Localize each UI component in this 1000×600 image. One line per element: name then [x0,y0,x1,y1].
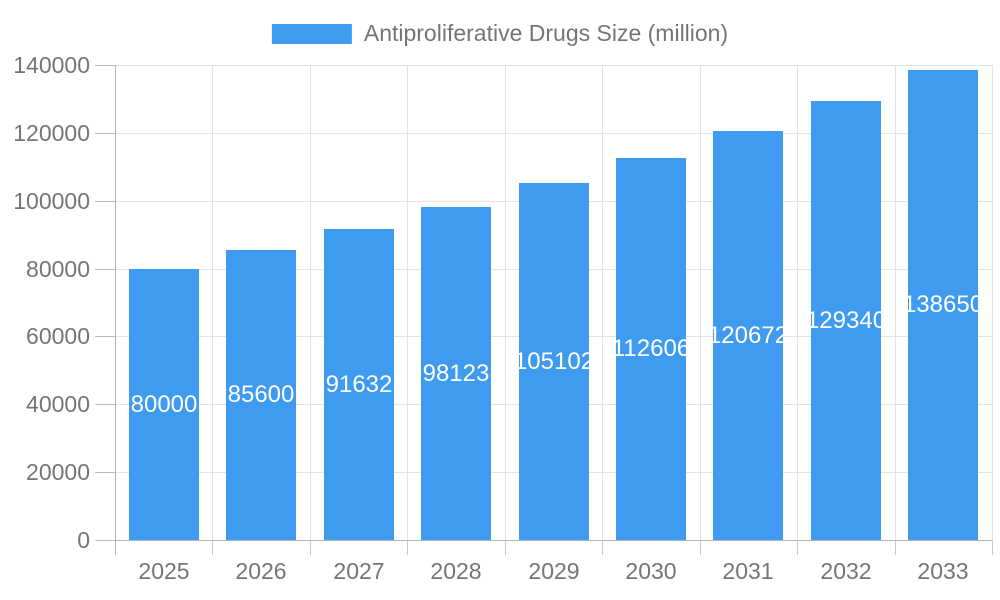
x-gridline [797,65,798,540]
y-axis-line [115,65,116,555]
y-axis-tick-label: 120000 [13,120,90,146]
y-axis-tick [95,336,115,337]
y-axis-tick-label: 140000 [13,52,90,78]
x-gridline [992,65,993,540]
x-axis-tick-label: 2026 [235,558,287,584]
y-axis-tick [95,133,115,134]
legend-item[interactable]: Antiproliferative Drugs Size (million) [271,20,729,47]
bar-2033[interactable]: 138650 [908,70,978,540]
x-gridline [895,65,896,540]
x-gridline [310,65,311,540]
x-axis-tick [895,540,896,555]
legend-label: Antiproliferative Drugs Size (million) [363,20,729,46]
y-axis-tick-label: 20000 [26,459,90,485]
x-axis-tick [992,540,993,555]
x-gridline [407,65,408,540]
x-axis-tick [700,540,701,555]
x-axis-line [115,540,992,541]
x-gridline [212,65,213,540]
x-axis-tick [602,540,603,555]
y-axis-tick [95,472,115,473]
bar-2025[interactable]: 80000 [129,269,199,540]
x-gridline [700,65,701,540]
y-axis-tick [95,201,115,202]
x-axis-tick [505,540,506,555]
y-gridline [115,65,992,66]
x-axis-tick [212,540,213,555]
bar-2028[interactable]: 98123 [421,207,491,540]
bar-2026[interactable]: 85600 [226,250,296,540]
x-axis-tick-label: 2031 [722,558,774,584]
bar-2031[interactable]: 120672 [713,131,783,540]
x-axis-tick-label: 2027 [333,558,385,584]
bar-2032[interactable]: 129340 [811,101,881,540]
y-axis-tick [95,540,115,541]
x-axis-tick-label: 2025 [138,558,190,584]
legend-swatch [271,23,352,44]
bar-value-label: 105102 [519,347,589,375]
bar-value-label: 120672 [713,321,783,349]
y-axis-tick-label: 0 [77,527,90,553]
x-gridline [505,65,506,540]
x-axis-tick-label: 2032 [820,558,872,584]
y-axis-tick-label: 100000 [13,188,90,214]
y-axis-tick [95,269,115,270]
x-axis-tick [797,540,798,555]
bar-2030[interactable]: 112606 [616,158,686,540]
x-axis-tick-label: 2029 [528,558,580,584]
bar-value-label: 85600 [227,381,295,408]
bar-value-label: 80000 [130,390,198,418]
y-axis-tick-label: 80000 [26,256,90,282]
bar-value-label: 138650 [908,291,978,318]
bar-2027[interactable]: 91632 [324,229,394,540]
y-gridline [115,133,992,134]
y-axis-tick [95,404,115,405]
bar-2029[interactable]: 105102 [519,183,589,540]
bar-value-label: 112606 [616,335,686,362]
bar-value-label: 98123 [422,359,490,387]
bar-value-label: 91632 [325,370,393,398]
y-axis-tick-label: 60000 [26,323,90,349]
x-axis-tick-label: 2033 [917,558,969,584]
x-axis-tick [310,540,311,555]
bar-value-label: 129340 [811,306,881,334]
x-axis-tick-label: 2028 [430,558,482,584]
x-gridline [602,65,603,540]
x-axis-tick-label: 2030 [625,558,677,584]
x-axis-tick [407,540,408,555]
y-axis-tick-label: 40000 [26,391,90,417]
y-axis-tick [95,65,115,66]
